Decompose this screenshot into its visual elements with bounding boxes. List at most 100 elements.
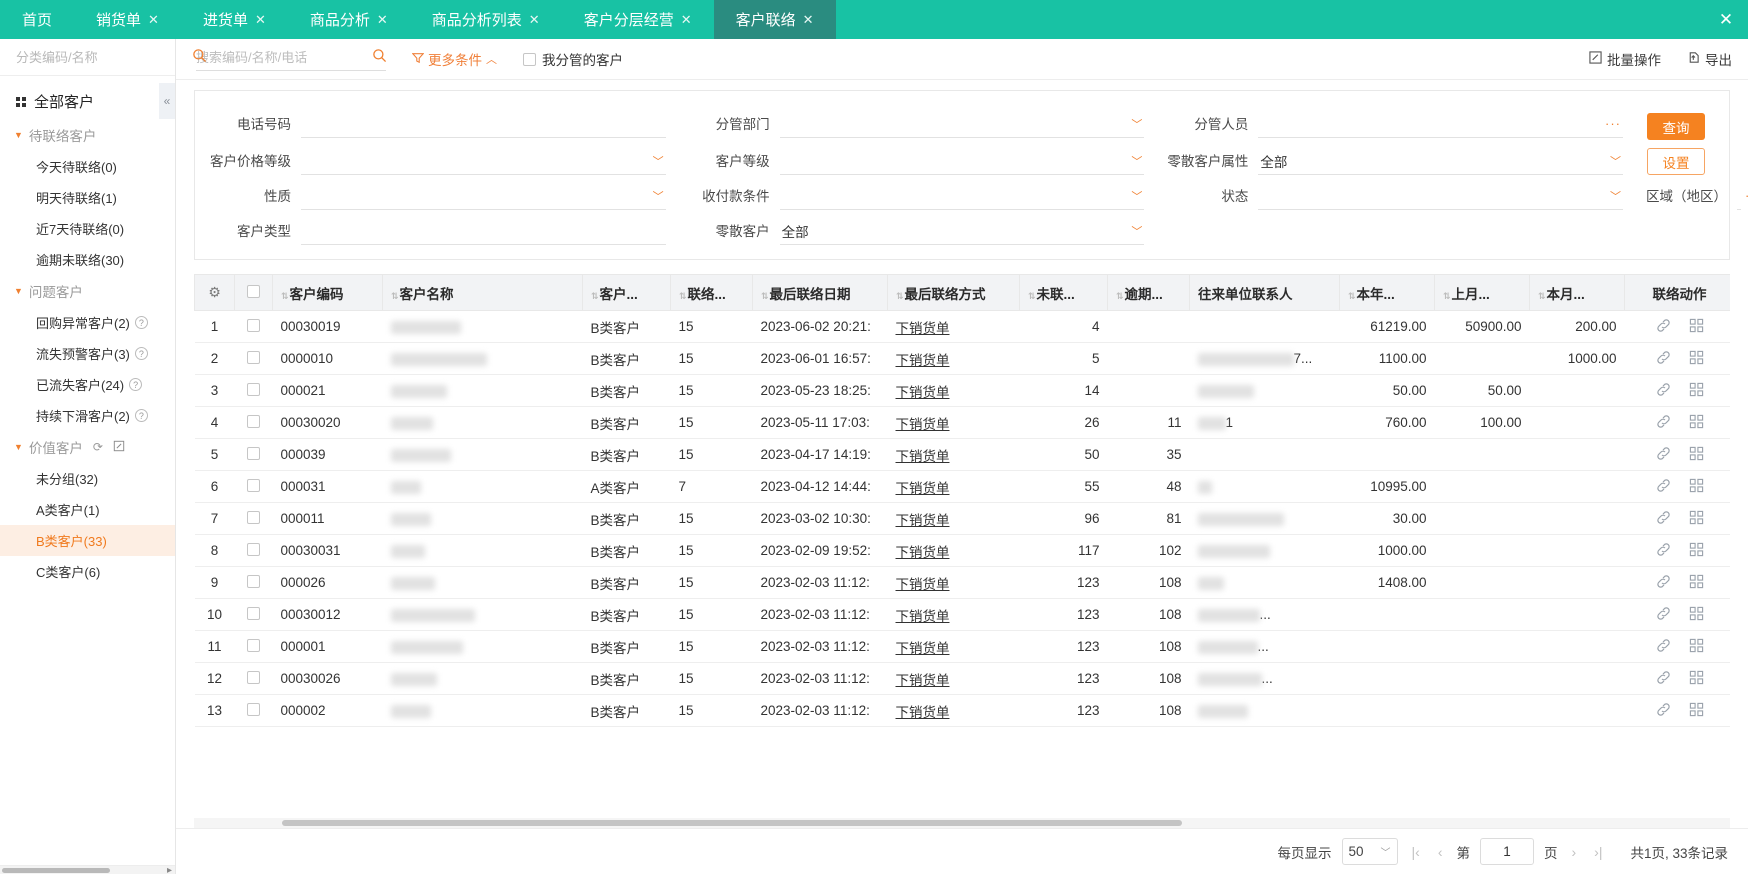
column-header-lastdate[interactable]: ⇅ 最后联络日期 (752, 274, 888, 311)
sidebar-item-2-2[interactable]: B类客户(33) (0, 525, 175, 556)
row-checkbox[interactable] (234, 534, 273, 567)
last-contact-way-link[interactable]: 下销货单 (895, 416, 950, 432)
last-contact-way-link[interactable]: 下销货单 (895, 640, 950, 656)
checkbox-icon[interactable] (247, 702, 260, 716)
qrcode-icon[interactable] (1689, 350, 1704, 368)
row-checkbox[interactable] (234, 470, 273, 503)
row-checkbox[interactable] (234, 438, 273, 471)
sort-icon[interactable]: ⇅ (1538, 290, 1545, 301)
sidebar-item-0-2[interactable]: 近7天待联络(0) (0, 213, 175, 244)
qrcode-icon[interactable] (1689, 606, 1704, 624)
last-contact-way-link[interactable]: 下销货单 (895, 480, 950, 496)
chevron-down-icon[interactable]: ﹀ (1609, 155, 1621, 168)
tab-close-icon[interactable]: ✕ (802, 12, 814, 27)
checkbox-icon[interactable] (247, 318, 260, 332)
checkbox-icon[interactable] (247, 414, 260, 428)
first-page-button[interactable]: |‹ (1411, 843, 1420, 860)
sort-icon[interactable]: ⇅ (1028, 290, 1035, 301)
chevron-down-icon[interactable]: ﹀ (1131, 225, 1143, 238)
table-row[interactable]: 9 000026 B类客户 15 2023-02-03 11:12: 下销货单 123 108… (194, 566, 1730, 599)
column-header-level[interactable]: ⇅ 客户... (582, 274, 671, 311)
help-icon[interactable]: ? (134, 347, 148, 360)
sort-icon[interactable]: ⇅ (591, 290, 598, 301)
select-all-checkbox[interactable] (234, 274, 273, 311)
qrcode-icon[interactable] (1689, 318, 1704, 336)
row-checkbox[interactable] (234, 566, 273, 599)
column-header-name[interactable]: ⇅ 客户名称 (382, 274, 583, 311)
row-checkbox[interactable] (234, 502, 273, 535)
search-box[interactable] (196, 48, 387, 71)
sidebar-item-2-3[interactable]: C类客户(6) (0, 556, 175, 587)
row-checkbox[interactable] (234, 662, 273, 695)
column-header-thisyear[interactable]: ⇅ 本年... (1339, 274, 1435, 311)
row-checkbox[interactable] (234, 342, 273, 375)
last-contact-way-link[interactable]: 下销货单 (895, 704, 950, 720)
table-row[interactable]: 10 00030012 B类客户 15 2023-02-03 11:12: 下销货单 123… (194, 598, 1730, 631)
my-customers-checkbox[interactable]: 我分管的客户 (523, 49, 623, 69)
last-page-button[interactable]: ›| (1594, 843, 1603, 860)
sidebar-item-all-customers[interactable]: 全部客户 (0, 84, 175, 119)
tab-close-icon[interactable]: ✕ (680, 12, 692, 27)
link-icon[interactable] (1656, 478, 1671, 496)
sort-icon[interactable]: ⇅ (391, 290, 398, 301)
row-checkbox[interactable] (234, 694, 273, 727)
table-horizontal-scrollbar[interactable] (194, 818, 1730, 828)
sidebar-scroll-thumb[interactable] (2, 868, 110, 873)
help-icon[interactable]: ? (129, 378, 143, 391)
more-options-icon[interactable]: ··· (1739, 188, 1748, 203)
tab-0[interactable]: 首页 (0, 0, 74, 39)
filter-input[interactable]: ﹀ (301, 185, 666, 210)
chevron-down-icon[interactable]: ﹀ (1131, 155, 1143, 168)
prev-page-button[interactable]: ‹ (1437, 843, 1443, 860)
filter-input[interactable]: ﹀ (1258, 185, 1623, 210)
chevron-down-icon[interactable]: ﹀ (1131, 190, 1143, 203)
qrcode-icon[interactable] (1689, 478, 1704, 496)
qrcode-icon[interactable] (1689, 382, 1704, 400)
sidebar-item-1-3[interactable]: 持续下滑客户(2)? (0, 400, 175, 431)
help-icon[interactable]: ? (134, 316, 148, 329)
tab-3[interactable]: 商品分析 ✕ (288, 0, 410, 39)
filter-input[interactable]: ﹀ (779, 185, 1145, 210)
sidebar-item-1-0[interactable]: 回购异常客户(2)? (0, 307, 175, 338)
qrcode-icon[interactable] (1689, 702, 1704, 720)
table-row[interactable]: 5 000039 B类客户 15 2023-04-17 14:19: 下销货单 50 35 (194, 438, 1730, 471)
link-icon[interactable] (1656, 702, 1671, 720)
close-icon[interactable]: ✕ (1718, 9, 1734, 29)
qrcode-icon[interactable] (1689, 510, 1704, 528)
link-icon[interactable] (1656, 446, 1671, 464)
refresh-icon[interactable]: ⟳ (92, 440, 103, 454)
table-settings-icon[interactable]: ⚙ (194, 274, 235, 311)
table-scroll-thumb[interactable] (282, 820, 1182, 826)
sidebar-item-1-1[interactable]: 流失预警客户(3)? (0, 338, 175, 369)
more-options-icon[interactable]: ··· (1604, 116, 1621, 131)
chevron-down-icon[interactable]: ﹀ (1131, 118, 1143, 131)
sidebar-search-input[interactable] (16, 49, 192, 65)
row-checkbox[interactable] (234, 406, 273, 439)
tab-4[interactable]: 商品分析列表 ✕ (410, 0, 562, 39)
checkbox-icon[interactable] (247, 542, 260, 556)
column-header-contacts[interactable]: ⇅ 联络... (670, 274, 753, 311)
per-page-select[interactable]: 50 ﹀ (1341, 838, 1398, 865)
last-contact-way-link[interactable]: 下销货单 (895, 512, 950, 528)
last-contact-way-link[interactable]: 下销货单 (895, 448, 950, 464)
checkbox-icon[interactable] (247, 670, 260, 684)
more-conditions-button[interactable]: 更多条件 ︿ (411, 49, 497, 69)
table-row[interactable]: 11 000001 B类客户 15 2023-02-03 11:12: 下销货单 123 10… (194, 630, 1730, 663)
filter-input[interactable]: ﹀ (779, 150, 1145, 175)
row-checkbox[interactable] (234, 598, 273, 631)
column-header-overdue[interactable]: ⇅ 逾期... (1107, 274, 1190, 311)
sidebar-group-0[interactable]: ▼ 待联络客户 (0, 119, 175, 151)
last-contact-way-link[interactable]: 下销货单 (895, 352, 950, 368)
table-row[interactable]: 7 000011 B类客户 15 2023-03-02 10:30: 下销货单 96 81 30… (194, 502, 1730, 535)
tab-6[interactable]: 客户联络 ✕ (713, 0, 836, 39)
page-number-input[interactable] (1479, 838, 1534, 865)
row-checkbox[interactable] (234, 630, 273, 663)
sidebar-item-0-3[interactable]: 逾期未联络(30) (0, 244, 175, 275)
last-contact-way-link[interactable]: 下销货单 (895, 672, 950, 688)
filter-input[interactable]: ﹀ (779, 113, 1145, 138)
help-icon[interactable]: ? (134, 409, 148, 422)
sidebar-item-2-1[interactable]: A类客户(1) (0, 494, 175, 525)
sidebar-search[interactable] (0, 39, 207, 76)
qrcode-icon[interactable] (1689, 414, 1704, 432)
link-icon[interactable] (1656, 606, 1671, 624)
